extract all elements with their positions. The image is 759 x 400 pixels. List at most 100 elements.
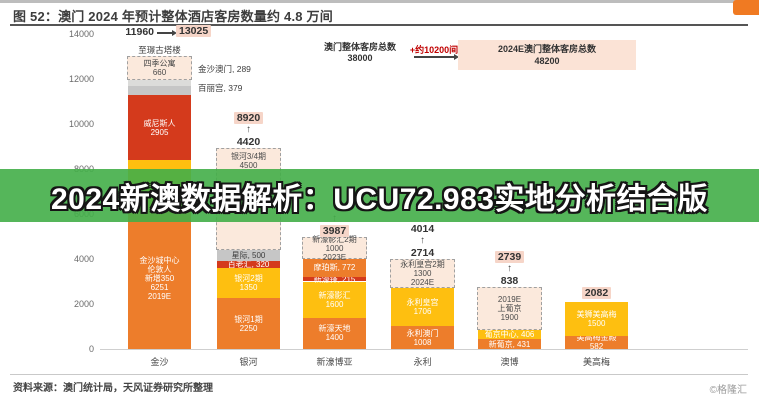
bar-segment: 永利澳门 1008 <box>391 326 454 349</box>
flow-arrow-head-icon <box>454 53 459 60</box>
top-strip <box>0 0 759 3</box>
bar-total-value: 13025 <box>176 25 212 37</box>
label-line: 摩珀斯, 772 <box>313 263 356 273</box>
label-line: 新增350 <box>144 274 175 284</box>
bar-segment: 新葡京, 431 <box>478 339 541 349</box>
bar-segment: 星际, 500 <box>217 249 280 261</box>
future-rooms-dashed-box: 2019E 上葡京 1900 <box>477 287 542 331</box>
y-axis-tick-label: 0 <box>88 344 94 354</box>
bar-total-label: 4420 <box>207 136 290 148</box>
flow-to-value: 48200 <box>534 56 560 66</box>
label-line: 1600 <box>325 299 344 309</box>
label-line: 2250 <box>239 323 258 333</box>
label-line: 星际, 500 <box>231 250 266 260</box>
label-line: 2019E <box>497 295 522 305</box>
bar-total-value: 4014 <box>410 222 435 235</box>
bar-segment: 摩珀斯, 772 <box>303 259 366 277</box>
bar-total-label: 8920 <box>207 112 290 125</box>
label-line: 1400 <box>325 333 344 343</box>
flow-to-label: 2024E澳门整体客房总数 <box>497 44 597 54</box>
y-axis-tick-label: 2000 <box>73 299 94 309</box>
label-line: 永利皇宫2期 <box>400 259 445 269</box>
label-line: 1500 <box>587 319 606 329</box>
future-rooms-dashed-box: 四季公寓 660 <box>127 55 192 80</box>
x-axis-category-label: 永利 <box>413 357 432 367</box>
total-arrow-up-icon: ↑ <box>507 263 512 275</box>
flow-from-label: 澳门整体客房总数 <box>323 42 396 52</box>
segment-callout: 百丽宫, 379 <box>198 82 243 93</box>
bar-segment: 新濠锋, 215 <box>303 274 366 284</box>
bar-segment <box>128 79 191 87</box>
bar-total-label: 2739 <box>468 251 551 264</box>
label-line: 1350 <box>239 283 258 293</box>
bar-segment: 美高梅金殿 582 <box>565 333 628 352</box>
x-axis-category-label: 美高梅 <box>582 357 610 367</box>
bar-segment <box>128 86 191 95</box>
bar-total-label: 11960 <box>112 26 154 38</box>
source-note: 资料来源：澳门统计局，天风证券研究所整理 <box>13 383 213 394</box>
label-line: 葡京中心, 406 <box>484 330 535 340</box>
above-box-label: 至璟古塔楼 <box>138 44 181 55</box>
bar-segment: 葡京中心, 406 <box>478 330 541 340</box>
total-arrow-line <box>157 32 172 34</box>
bar-total-value: 838 <box>500 275 519 288</box>
label-line: 上葡京 <box>497 304 522 314</box>
bar-total-value: 4420 <box>236 136 261 149</box>
bar-segment: 金沙城中心 伦敦人 新增350 6251 2019E <box>128 208 191 349</box>
y-axis-tick-label: 4000 <box>73 254 94 264</box>
label-line: 伦敦人 <box>147 265 172 275</box>
bar-segment: 美狮美高梅 1500 <box>565 302 628 336</box>
bar-total-value: 8920 <box>233 112 264 125</box>
label-line: 银河2期 <box>234 274 263 284</box>
bar-total-label: 4014 <box>381 223 464 235</box>
bar-segment: 新濠影汇 1600 <box>303 281 366 318</box>
label-line: 新濠影汇2期 <box>312 234 357 244</box>
bar-total-value: 2714 <box>410 246 435 259</box>
label-line: 1900 <box>500 313 519 323</box>
label-line: 582 <box>589 342 604 352</box>
label-line: 新濠锋, 215 <box>313 274 356 284</box>
overlay-banner-text: 2024新澳数据解析：UCU72.983实地分析结合版 <box>51 182 708 216</box>
label-line: 银河3/4期 <box>230 152 267 162</box>
y-axis-tick-label: 14000 <box>68 29 94 39</box>
figure-title: 图 52：澳门 2024 年预计整体酒店客房数量约 4.8 万间 <box>13 9 333 24</box>
footer-divider <box>10 374 748 375</box>
bar-total-label: 3987 <box>293 224 376 237</box>
flow-target-box: 2024E澳门整体客房总数 48200 <box>458 40 636 70</box>
total-arrow-head-icon <box>172 29 177 36</box>
bar-segment: 百老汇, 320 <box>217 259 280 269</box>
watermark: ©格隆汇 <box>709 385 747 396</box>
label-line: 美狮美高梅 <box>576 310 617 320</box>
title-divider <box>10 24 748 26</box>
bar-total-label: 838 <box>468 275 551 287</box>
bar-total-label: 13025 <box>176 25 226 37</box>
bar-total-value: 2739 <box>494 251 525 264</box>
x-axis-category-label: 金沙 <box>150 357 169 367</box>
y-axis-tick-label: 12000 <box>68 74 94 84</box>
label-line: 新葡京, 431 <box>488 339 531 349</box>
label-line: 1300 <box>413 268 432 278</box>
label-line: 2905 <box>150 127 169 137</box>
label-line: 2019E <box>147 292 172 302</box>
label-line: 美高梅金殿 <box>576 333 617 343</box>
total-arrow-up-icon: ↑ <box>246 124 251 136</box>
flow-delta-label: +约10200间 <box>409 45 459 55</box>
label-line: 4500 <box>239 161 258 171</box>
label-line: 新濠天地 <box>318 324 351 334</box>
label-line: 永利皇宫 <box>406 298 439 308</box>
bar-segment: 永利皇宫 1706 <box>391 287 454 327</box>
label-line: 2024E <box>410 277 435 287</box>
bar-total-value: 11960 <box>125 26 154 38</box>
label-line: 永利澳门 <box>406 328 439 338</box>
label-line: 1000 <box>325 243 344 253</box>
total-arrow-up-icon: ↑ <box>420 234 425 246</box>
bar-total-label: 2714 <box>381 247 464 259</box>
x-axis-category-label: 银河 <box>239 357 258 367</box>
bar-segment: 银河1期 2250 <box>217 298 280 349</box>
label-line: 百老汇, 320 <box>227 259 270 269</box>
label-line: 6251 <box>150 283 169 293</box>
x-axis-category-label: 新濠博亚 <box>316 357 353 367</box>
flow-from-value: 38000 <box>347 53 373 63</box>
future-rooms-dashed-box: 新濠影汇2期 1000 2023E <box>302 234 367 262</box>
